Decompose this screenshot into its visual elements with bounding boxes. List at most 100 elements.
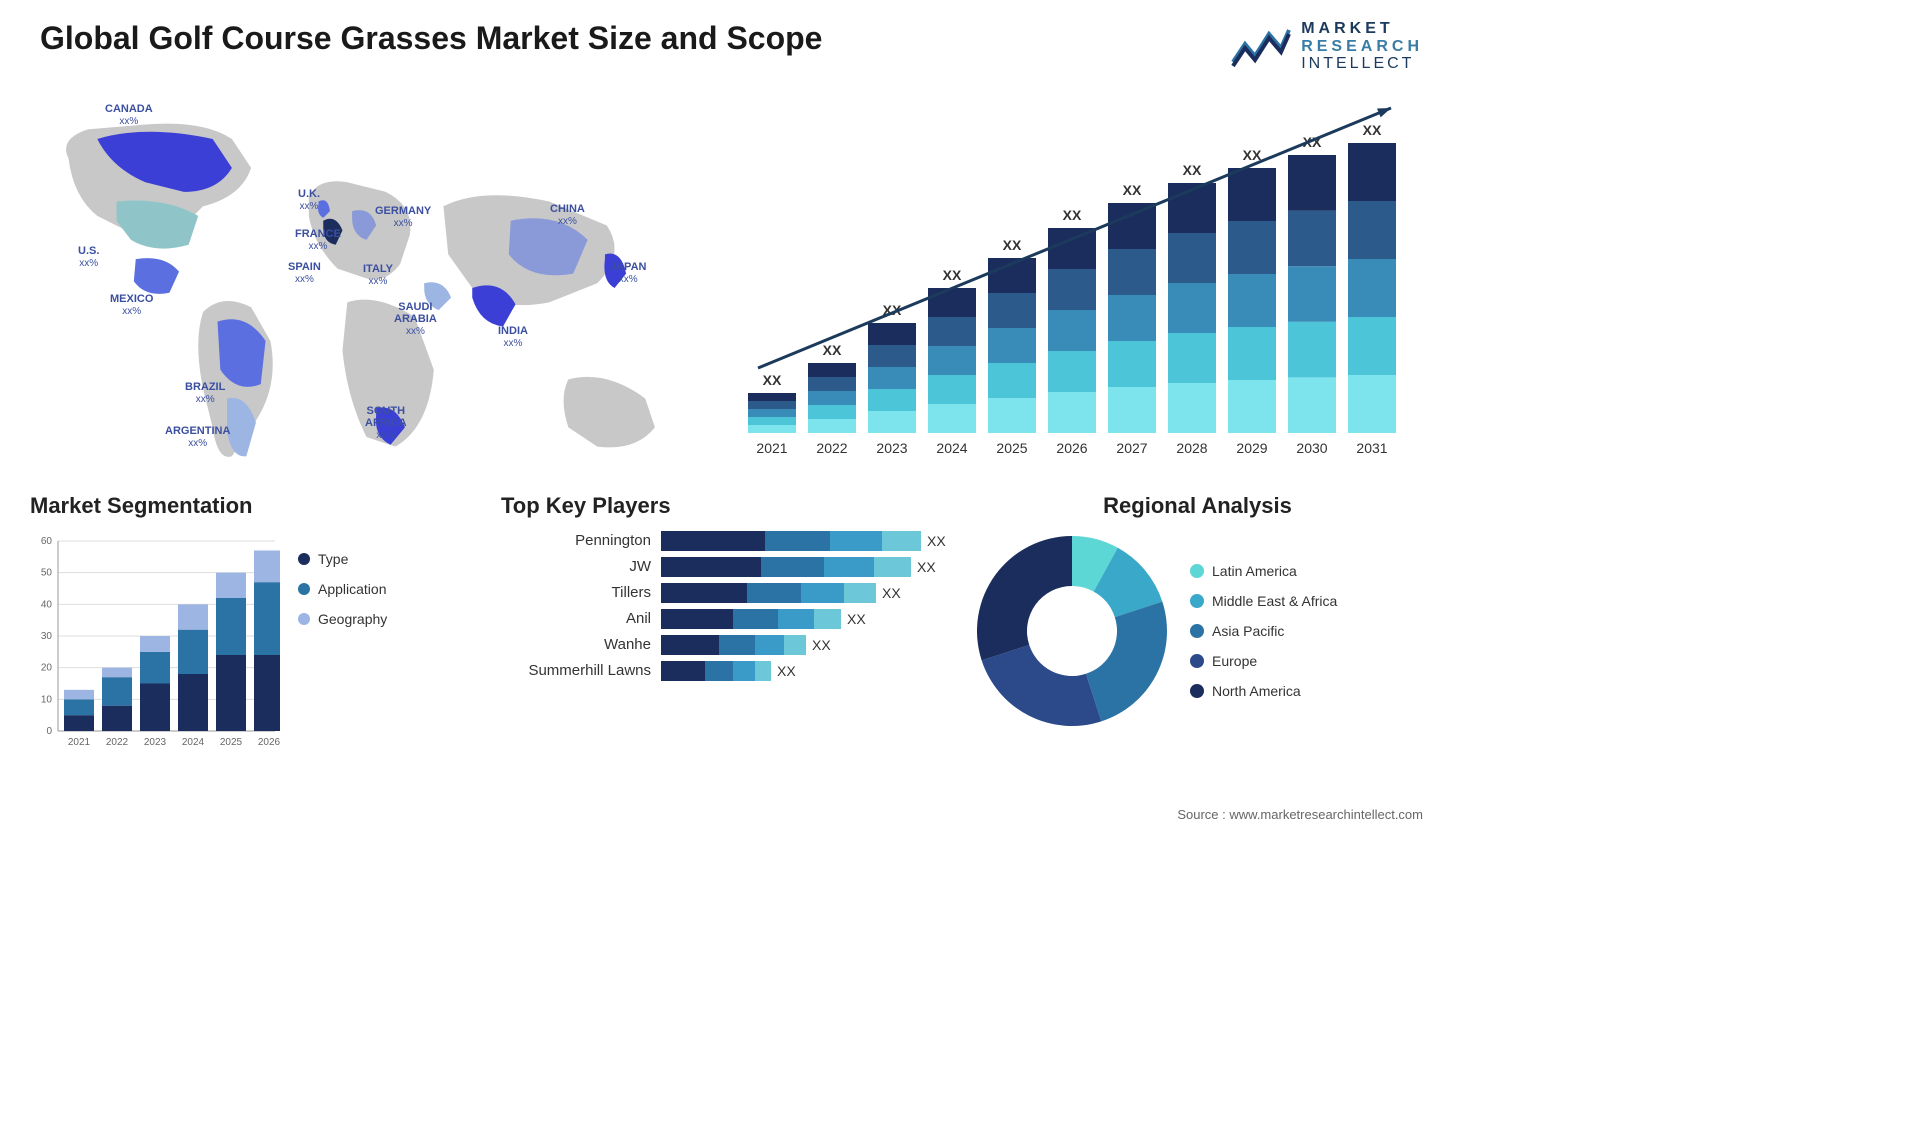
player-name: Wanhe <box>501 636 651 653</box>
player-value: XX <box>777 663 796 679</box>
player-name: Summerhill Lawns <box>501 662 651 679</box>
player-value: XX <box>917 559 936 575</box>
map-label: BRAZILxx% <box>185 381 225 405</box>
player-value: XX <box>882 585 901 601</box>
svg-text:2023: 2023 <box>876 440 907 456</box>
players-list: PenningtonXXJWXXTillersXXAnilXXWanheXXSu… <box>501 531 952 681</box>
segmentation-legend-item: Application <box>298 581 387 597</box>
player-value: XX <box>927 533 946 549</box>
region-legend-item: Asia Pacific <box>1190 623 1337 639</box>
svg-text:2021: 2021 <box>68 737 91 748</box>
page-title: Global Golf Course Grasses Market Size a… <box>30 20 822 57</box>
svg-text:50: 50 <box>41 567 53 578</box>
map-label: MEXICOxx% <box>110 293 153 317</box>
logo: MARKET RESEARCH INTELLECT <box>1231 20 1423 73</box>
map-label: SAUDIARABIAxx% <box>394 301 437 337</box>
player-name: JW <box>501 558 651 575</box>
header: Global Golf Course Grasses Market Size a… <box>30 20 1423 73</box>
segmentation-legend-item: Type <box>298 551 387 567</box>
segmentation-legend-item: Geography <box>298 611 387 627</box>
top-row: CANADAxx% U.S.xx% MEXICOxx% BRAZILxx% ARGENT… <box>30 93 1423 483</box>
map-label: JAPANxx% <box>610 261 646 285</box>
svg-text:2024: 2024 <box>182 737 205 748</box>
map-label: U.K.xx% <box>298 188 320 212</box>
svg-text:XX: XX <box>943 267 962 283</box>
segmentation-chart: 0 10 20 30 40 50 60 2021 2022 2023 2024 2025 2026 <box>30 531 280 751</box>
svg-text:30: 30 <box>41 631 53 642</box>
map-label: CHINAxx% <box>550 203 585 227</box>
svg-text:60: 60 <box>41 536 53 547</box>
segmentation-title: Market Segmentation <box>30 493 481 519</box>
svg-text:XX: XX <box>1063 207 1082 223</box>
svg-text:0: 0 <box>46 726 52 737</box>
segmentation-panel: Market Segmentation 0 10 20 30 40 50 60 2021 202… <box>30 493 481 751</box>
player-name: Pennington <box>501 532 651 549</box>
player-name: Tillers <box>501 584 651 601</box>
player-value: XX <box>812 637 831 653</box>
world-map-panel: CANADAxx% U.S.xx% MEXICOxx% BRAZILxx% ARGENT… <box>30 93 703 483</box>
regional-donut <box>972 531 1172 731</box>
player-bar <box>661 635 806 655</box>
map-label: CANADAxx% <box>105 103 153 127</box>
svg-text:XX: XX <box>823 342 842 358</box>
svg-text:10: 10 <box>41 694 53 705</box>
region-legend-item: Middle East & Africa <box>1190 593 1337 609</box>
region-legend-item: Europe <box>1190 653 1337 669</box>
map-label: SOUTHAFRICAxx% <box>365 405 407 441</box>
svg-text:2028: 2028 <box>1176 440 1207 456</box>
player-bar <box>661 609 841 629</box>
svg-text:XX: XX <box>763 372 782 388</box>
svg-text:XX: XX <box>1183 162 1202 178</box>
svg-text:2029: 2029 <box>1236 440 1267 456</box>
svg-text:XX: XX <box>1003 237 1022 253</box>
region-legend-item: North America <box>1190 683 1337 699</box>
logo-text: MARKET RESEARCH INTELLECT <box>1301 20 1423 73</box>
svg-text:20: 20 <box>41 662 53 673</box>
svg-text:2022: 2022 <box>106 737 129 748</box>
svg-text:XX: XX <box>1363 122 1382 138</box>
svg-text:2025: 2025 <box>220 737 243 748</box>
regional-title: Regional Analysis <box>972 493 1423 519</box>
map-label: ITALYxx% <box>363 263 393 287</box>
player-row: Tillers XX <box>501 583 952 603</box>
logo-icon <box>1231 22 1291 70</box>
svg-text:2030: 2030 <box>1296 440 1327 456</box>
region-legend-item: Latin America <box>1190 563 1337 579</box>
svg-text:2026: 2026 <box>258 737 280 748</box>
svg-text:2024: 2024 <box>936 440 967 456</box>
svg-text:2031: 2031 <box>1356 440 1387 456</box>
player-row: JW XX <box>501 557 952 577</box>
player-bar <box>661 531 921 551</box>
svg-text:2027: 2027 <box>1116 440 1147 456</box>
growth-chart-panel: XX2021XX2022XX2023XX2024XX2025XX2026XX20… <box>733 93 1423 483</box>
growth-chart: XX2021XX2022XX2023XX2024XX2025XX2026XX20… <box>733 93 1423 483</box>
player-row: Wanhe XX <box>501 635 952 655</box>
player-bar <box>661 661 771 681</box>
players-title: Top Key Players <box>501 493 952 519</box>
player-name: Anil <box>501 610 651 627</box>
svg-text:2026: 2026 <box>1056 440 1087 456</box>
map-label: FRANCExx% <box>295 228 341 252</box>
regional-legend: Latin America Middle East & Africa Asia Pa… <box>1190 563 1337 699</box>
regional-panel: Regional Analysis Latin America Middle Ea… <box>972 493 1423 751</box>
source-text: Source : www.marketresearchintellect.com <box>1177 807 1423 822</box>
map-label: INDIAxx% <box>498 325 528 349</box>
player-bar <box>661 583 876 603</box>
svg-text:2023: 2023 <box>144 737 167 748</box>
svg-text:XX: XX <box>1123 182 1142 198</box>
svg-text:2025: 2025 <box>996 440 1027 456</box>
segmentation-legend: Type Application Geography <box>298 531 387 751</box>
bottom-row: Market Segmentation 0 10 20 30 40 50 60 2021 202… <box>30 493 1423 751</box>
player-row: Pennington XX <box>501 531 952 551</box>
svg-text:40: 40 <box>41 599 53 610</box>
map-label: SPAINxx% <box>288 261 321 285</box>
map-label: ARGENTINAxx% <box>165 425 230 449</box>
map-label: GERMANYxx% <box>375 205 431 229</box>
players-panel: Top Key Players Pennington XX JW XX Tillers X… <box>501 493 952 751</box>
player-value: XX <box>847 611 866 627</box>
map-label: U.S.xx% <box>78 245 99 269</box>
player-bar <box>661 557 911 577</box>
player-row: Anil XX <box>501 609 952 629</box>
player-row: Summerhill Lawns XX <box>501 661 952 681</box>
svg-text:2022: 2022 <box>816 440 847 456</box>
